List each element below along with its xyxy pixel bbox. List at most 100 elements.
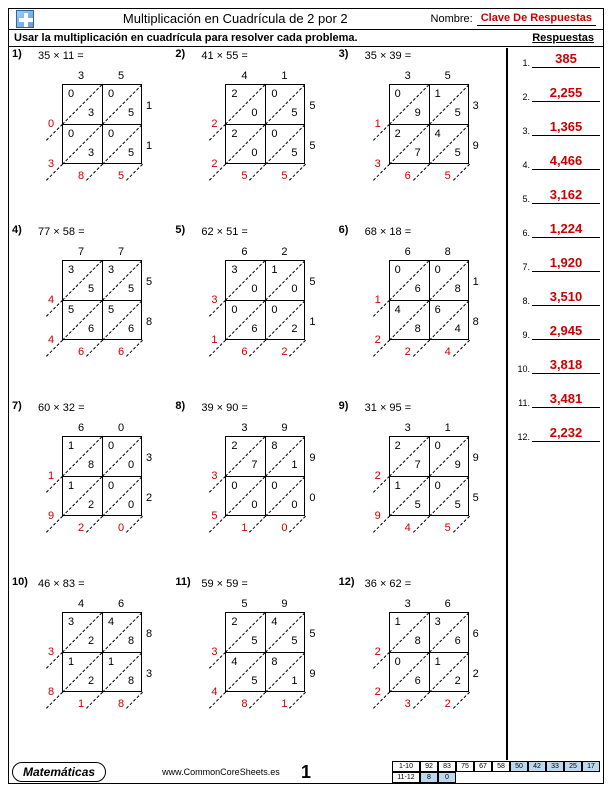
carry-digit: 3 — [211, 646, 217, 658]
cell-upper: 4 — [231, 656, 237, 668]
problem-number: 11) — [175, 576, 190, 588]
cell-lower: 5 — [128, 107, 134, 119]
score-cell: 67 — [474, 761, 492, 772]
lattice-diagram: 3 9 9 0 2 78 10 00 0 — [205, 422, 325, 558]
right-digit: 3 — [473, 100, 479, 112]
score-cell: 0 — [438, 772, 456, 783]
cell-upper: 3 — [68, 264, 74, 276]
answer-row: 3. 1,365 — [514, 116, 600, 136]
footer: Matemáticas www.CommonCoreSheets.es 1 1-… — [8, 760, 604, 784]
cell-upper: 0 — [435, 440, 441, 452]
cell-upper: 5 — [68, 304, 74, 316]
carry-digit: 1 — [375, 294, 381, 306]
answers-column: 1. 3852. 2,2553. 1,3654. 4,4665. 3,1626.… — [514, 48, 600, 456]
right-digit: 1 — [146, 140, 152, 152]
score-cell: 1-10 — [392, 761, 420, 772]
answer-row: 4. 4,466 — [514, 150, 600, 170]
problem-number: 12) — [339, 576, 355, 588]
result-digit: 5 — [281, 170, 287, 182]
score-cell: 11-12 — [392, 772, 420, 783]
cell-upper: 0 — [108, 88, 114, 100]
answer-index: 7. — [514, 262, 532, 272]
cell-upper: 8 — [271, 656, 277, 668]
cell-lower: 5 — [291, 107, 297, 119]
cell-lower: 5 — [455, 147, 461, 159]
top-digit: 6 — [445, 598, 451, 610]
cell-upper: 5 — [108, 304, 114, 316]
top-digit: 3 — [241, 422, 247, 434]
cell-upper: 0 — [395, 88, 401, 100]
cell-lower: 3 — [88, 107, 94, 119]
problem-equation: 35 × 11 = — [38, 50, 84, 62]
problem-12: 12) 36 × 62 = 3 6 6 2 1 83 60 — [339, 576, 502, 746]
answer-value: 3,510 — [532, 289, 600, 306]
problem-equation: 62 × 51 = — [201, 226, 248, 238]
cell-lower: 6 — [415, 675, 421, 687]
lattice-diagram: 6 0 3 2 1 80 01 20 0 — [42, 422, 162, 558]
problem-number: 7) — [12, 400, 22, 412]
subject-badge: Matemáticas — [12, 762, 106, 782]
score-cell: 33 — [546, 761, 564, 772]
score-cell: 50 — [510, 761, 528, 772]
cell-lower: 5 — [128, 283, 134, 295]
problem-4: 4) 77 × 58 = 7 7 5 8 3 53 55 — [12, 224, 175, 394]
result-digit: 1 — [241, 522, 247, 534]
top-digit: 2 — [281, 246, 287, 258]
answer-index: 9. — [514, 330, 532, 340]
top-digit: 4 — [78, 598, 84, 610]
score-cell: 25 — [564, 761, 582, 772]
problem-10: 10) 46 × 83 = 4 6 8 3 3 24 81 — [12, 576, 175, 746]
result-digit: 6 — [118, 346, 124, 358]
cell-lower: 9 — [455, 459, 461, 471]
top-digit: 3 — [78, 70, 84, 82]
cell-upper: 2 — [231, 128, 237, 140]
cell-lower: 5 — [251, 635, 257, 647]
cell-lower: 8 — [415, 635, 421, 647]
carry-digit: 9 — [375, 510, 381, 522]
cell-upper: 0 — [271, 304, 277, 316]
cell-lower: 0 — [251, 499, 257, 511]
cell-lower: 7 — [251, 459, 257, 471]
lattice-diagram: 4 6 8 3 3 24 81 21 8 — [42, 598, 162, 734]
cell-upper: 3 — [108, 264, 114, 276]
cell-lower: 5 — [291, 635, 297, 647]
problems-grid: 1) 35 × 11 = 3 5 1 1 0 30 50 — [12, 48, 502, 760]
cell-lower: 6 — [455, 635, 461, 647]
result-digit: 6 — [405, 170, 411, 182]
score-cell: 92 — [420, 761, 438, 772]
cell-lower: 8 — [128, 675, 134, 687]
problem-3: 3) 35 × 39 = 3 5 3 9 0 91 52 — [339, 48, 502, 218]
score-grid: 1-109283756758504233251711-1280 — [392, 761, 600, 783]
answer-row: 11. 3,481 — [514, 388, 600, 408]
cell-lower: 5 — [291, 147, 297, 159]
cell-upper: 1 — [435, 656, 441, 668]
result-digit: 8 — [78, 170, 84, 182]
lattice-diagram: 3 5 1 1 0 30 50 30 5 — [42, 70, 162, 206]
problem-6: 6) 68 × 18 = 6 8 1 8 0 60 84 — [339, 224, 502, 394]
cell-upper: 6 — [435, 304, 441, 316]
problem-equation: 35 × 39 = — [365, 50, 412, 62]
problem-equation: 31 × 95 = — [365, 402, 412, 414]
carry-digit: 2 — [375, 646, 381, 658]
cell-lower: 0 — [128, 499, 134, 511]
result-digit: 2 — [405, 346, 411, 358]
right-digit: 8 — [146, 316, 152, 328]
problem-equation: 68 × 18 = — [365, 226, 412, 238]
cell-lower: 2 — [291, 323, 297, 335]
right-digit: 5 — [309, 100, 315, 112]
top-digit: 4 — [241, 70, 247, 82]
cell-lower: 1 — [291, 675, 297, 687]
result-digit: 2 — [445, 698, 451, 710]
right-digit: 8 — [473, 316, 479, 328]
cell-upper: 2 — [395, 440, 401, 452]
cell-lower: 0 — [291, 499, 297, 511]
cell-lower: 6 — [128, 323, 134, 335]
answer-value: 3,818 — [532, 357, 600, 374]
result-digit: 6 — [78, 346, 84, 358]
top-digit: 1 — [281, 70, 287, 82]
answer-row: 10. 3,818 — [514, 354, 600, 374]
answer-row: 2. 2,255 — [514, 82, 600, 102]
carry-digit: 3 — [48, 646, 54, 658]
answer-row: 12. 2,232 — [514, 422, 600, 442]
cell-upper: 0 — [231, 304, 237, 316]
